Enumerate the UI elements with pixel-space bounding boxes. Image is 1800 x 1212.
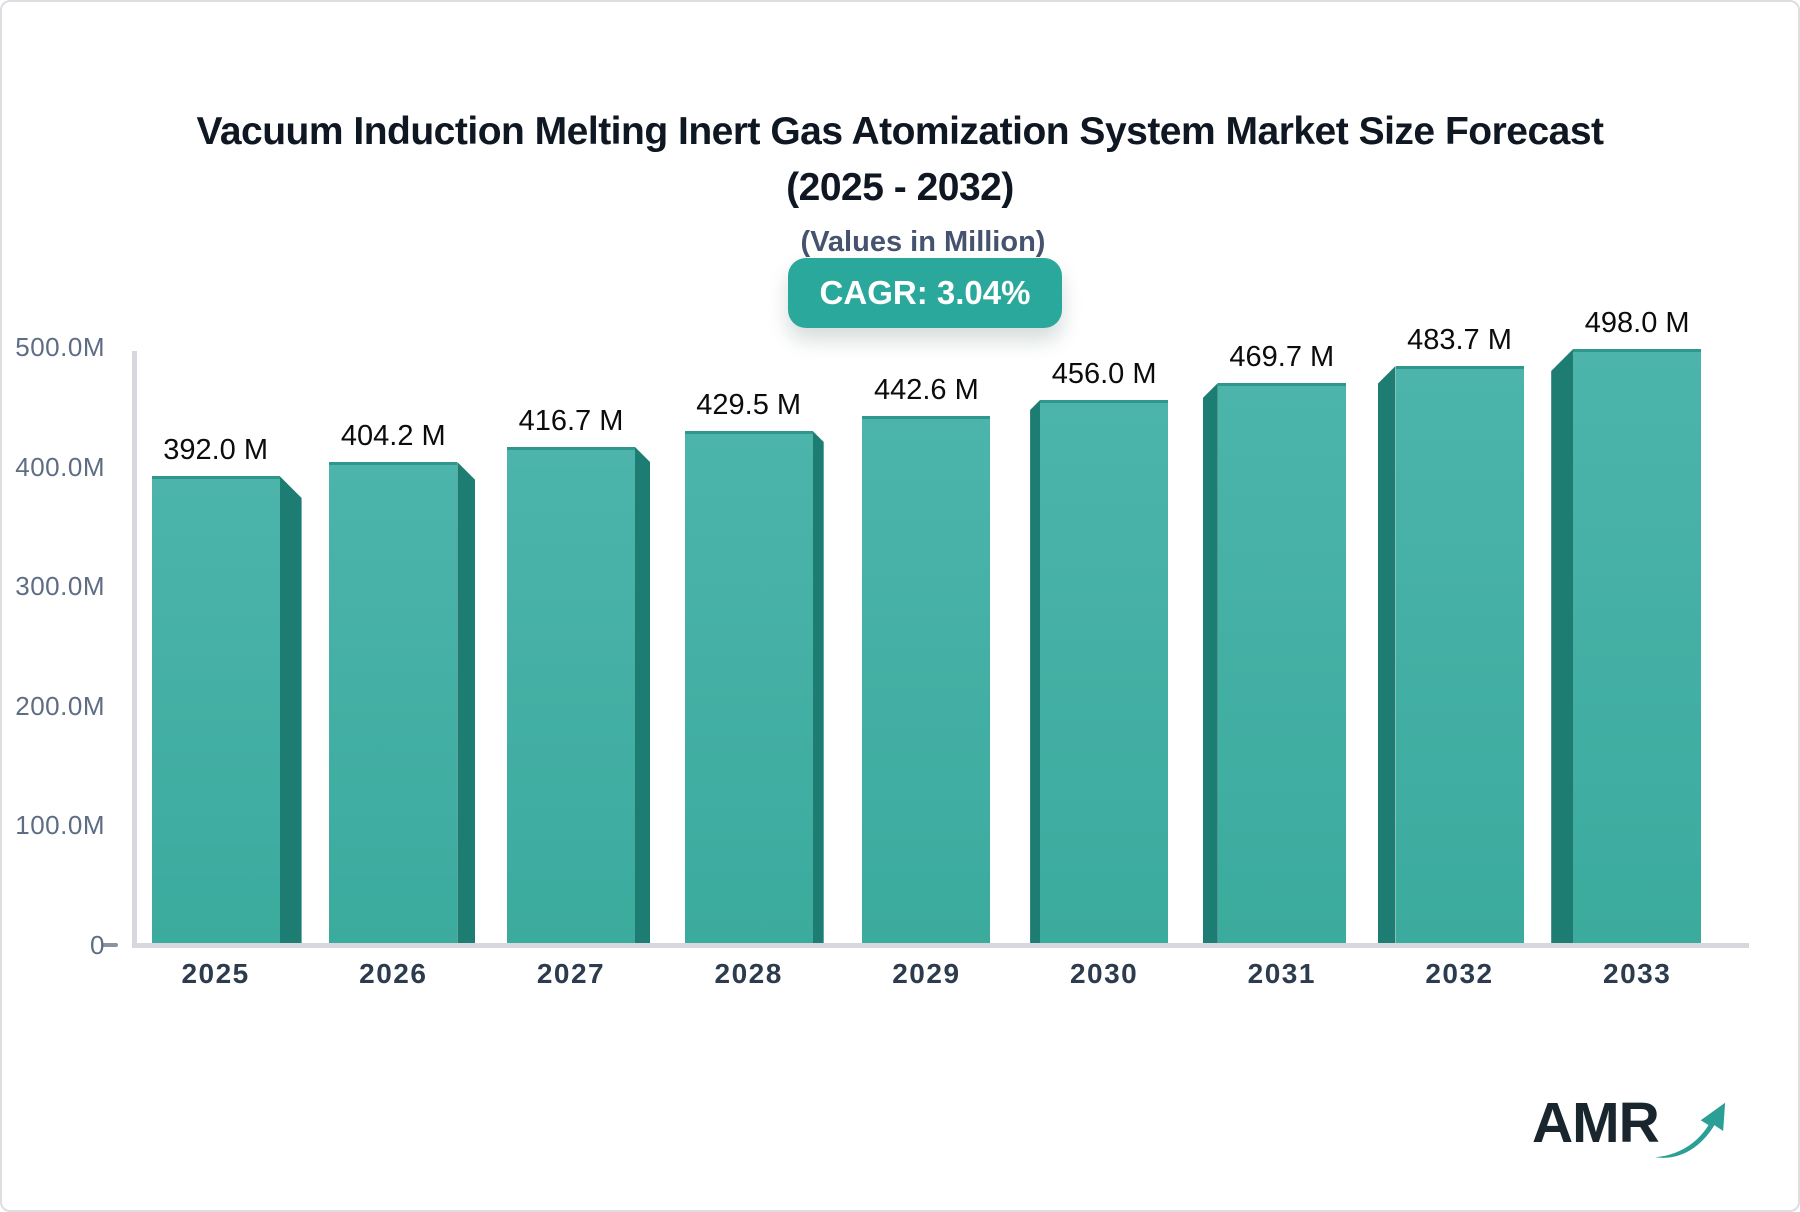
y-axis-label: 100.0M bbox=[15, 810, 105, 841]
bar-2032 bbox=[1395, 366, 1524, 943]
amr-logo-text: AMR bbox=[1532, 1091, 1660, 1155]
bar-2030-side bbox=[1030, 400, 1041, 943]
x-axis-label: 2025 bbox=[181, 958, 250, 989]
y-axis-label: 0 bbox=[90, 930, 105, 960]
x-axis-label: 2032 bbox=[1425, 958, 1494, 989]
y-axis-label: 200.0M bbox=[15, 690, 105, 721]
bar-value-label: 392.0 M bbox=[163, 434, 268, 466]
bar-2031-side bbox=[1202, 383, 1218, 943]
bar-2028 bbox=[684, 431, 813, 943]
bar-2027 bbox=[507, 447, 635, 943]
bar-value-label: 483.7 M bbox=[1407, 324, 1512, 356]
x-axis-label: 2031 bbox=[1247, 958, 1316, 989]
bar-2031 bbox=[1217, 383, 1346, 943]
y-axis-line bbox=[132, 351, 137, 945]
bar-value-label: 469.7 M bbox=[1229, 341, 1335, 373]
bar-2033-side bbox=[1551, 349, 1574, 943]
bar-2027-side bbox=[635, 447, 650, 943]
chart-title-line1: Vacuum Induction Melting Inert Gas Atomi… bbox=[196, 110, 1604, 153]
chart-title-line2: (2025 - 2032) bbox=[786, 166, 1014, 209]
x-axis-label: 2033 bbox=[1603, 958, 1672, 989]
x-axis-label: 2026 bbox=[359, 958, 428, 989]
bar-value-label: 442.6 M bbox=[873, 374, 979, 406]
bar-value-label: 404.2 M bbox=[340, 420, 446, 452]
x-axis-label: 2027 bbox=[536, 958, 606, 989]
bar-value-label: 498.0 M bbox=[1584, 307, 1690, 339]
bar-value-label: 456.0 M bbox=[1051, 358, 1157, 390]
bar-2025-side bbox=[279, 476, 302, 943]
bar-2026 bbox=[329, 462, 458, 943]
cagr-badge: CAGR: 3.04% bbox=[788, 258, 1062, 328]
bar-value-label: 429.5 M bbox=[696, 389, 802, 421]
x-axis-label: 2029 bbox=[892, 958, 961, 989]
bar-2030 bbox=[1040, 400, 1169, 943]
bar-2029 bbox=[862, 416, 991, 943]
bar-2032-side bbox=[1377, 366, 1396, 943]
growth-arrow-icon bbox=[1654, 1102, 1725, 1158]
bar-2028-side bbox=[812, 431, 824, 943]
x-axis-baseline bbox=[132, 943, 1749, 948]
x-axis-label: 2028 bbox=[714, 958, 783, 989]
x-axis-label: 2030 bbox=[1069, 958, 1139, 989]
chart-subtitle: (Values in Million) bbox=[800, 226, 1046, 258]
bar-2026-side bbox=[457, 462, 476, 943]
bar-value-label: 416.7 M bbox=[518, 405, 624, 437]
amr-logo: AMR bbox=[1532, 1090, 1729, 1158]
y-axis-label: 500.0M bbox=[15, 332, 105, 362]
y-axis-label: 300.0M bbox=[15, 571, 105, 602]
bar-2033 bbox=[1573, 349, 1702, 943]
zero-tick-dash bbox=[102, 943, 118, 947]
y-axis-label: 400.0M bbox=[15, 451, 105, 482]
bar-2025 bbox=[151, 476, 280, 943]
